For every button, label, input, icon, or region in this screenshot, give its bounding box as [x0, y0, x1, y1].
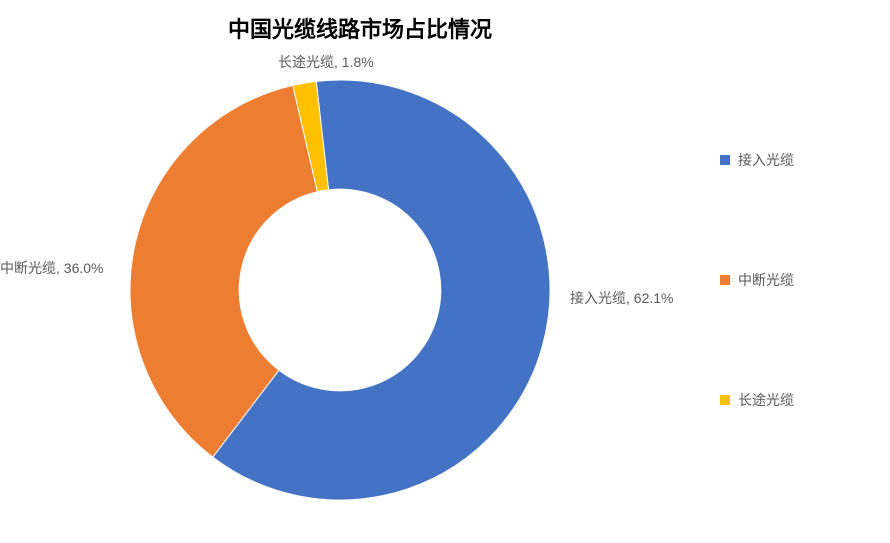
legend-label-1: 中断光缆 [738, 270, 794, 290]
legend: 接入光缆 中断光缆 长途光缆 [720, 150, 860, 410]
legend-label-0: 接入光缆 [738, 150, 794, 170]
data-label-1: 中断光缆, 36.0% [0, 258, 103, 278]
legend-item-2: 长途光缆 [720, 390, 860, 410]
legend-swatch-2 [720, 395, 730, 405]
chart-title: 中国光缆线路市场占比情况 [0, 12, 720, 44]
legend-item-0: 接入光缆 [720, 150, 860, 170]
data-label-0: 接入光缆, 62.1% [570, 288, 673, 308]
legend-label-2: 长途光缆 [738, 390, 794, 410]
legend-swatch-1 [720, 275, 730, 285]
donut-chart [110, 60, 570, 520]
legend-item-1: 中断光缆 [720, 270, 860, 290]
data-label-2: 长途光缆, 1.8% [278, 52, 374, 72]
legend-swatch-0 [720, 155, 730, 165]
